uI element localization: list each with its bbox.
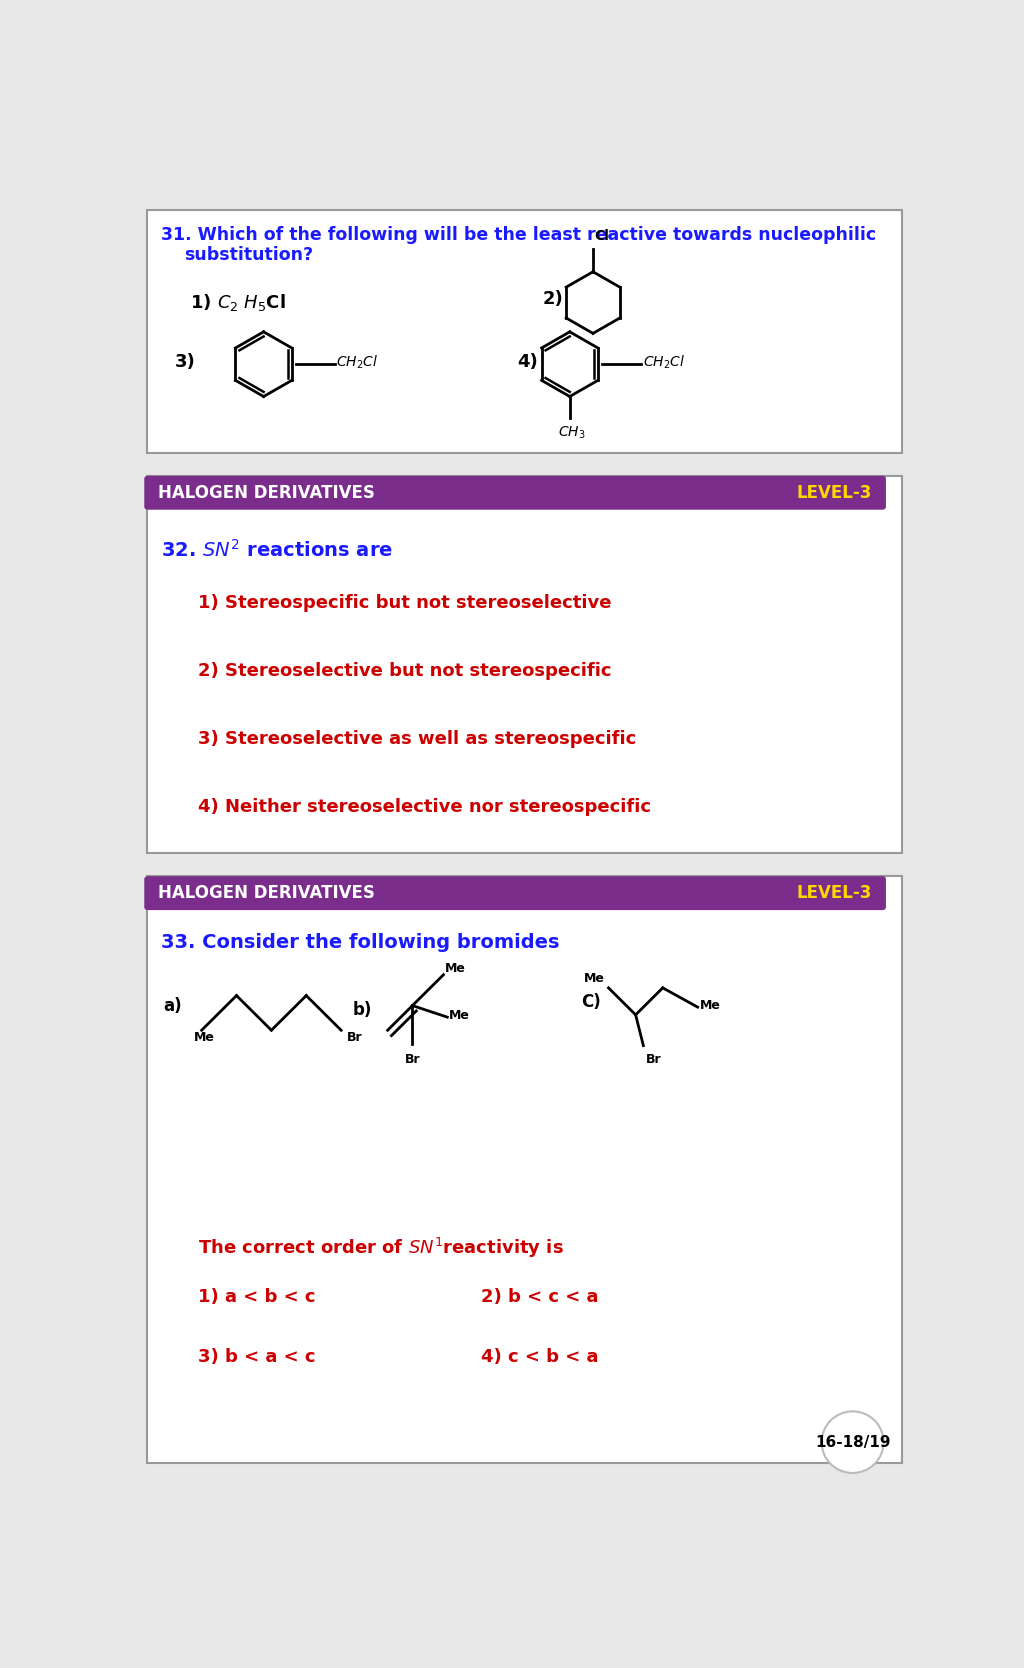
Text: 3) b < a < c: 3) b < a < c — [198, 1348, 315, 1366]
Text: Cl: Cl — [595, 229, 609, 242]
Text: $CH_2Cl$: $CH_2Cl$ — [643, 354, 685, 370]
Text: 2): 2) — [543, 290, 563, 307]
Text: 3): 3) — [174, 354, 196, 370]
Text: Me: Me — [449, 1009, 470, 1022]
Text: $CH_2Cl$: $CH_2Cl$ — [337, 354, 379, 370]
Text: HALOGEN DERIVATIVES: HALOGEN DERIVATIVES — [159, 484, 375, 502]
Text: 2) Stereoselective but not stereospecific: 2) Stereoselective but not stereospecifi… — [198, 662, 611, 681]
FancyBboxPatch shape — [147, 475, 902, 852]
FancyBboxPatch shape — [147, 876, 902, 1463]
Text: LEVEL-3: LEVEL-3 — [797, 884, 872, 902]
Text: 4): 4) — [517, 354, 538, 370]
Text: 4) c < b < a: 4) c < b < a — [480, 1348, 598, 1366]
Text: Br: Br — [347, 1031, 362, 1044]
Text: 2) b < c < a: 2) b < c < a — [480, 1288, 598, 1306]
Text: Br: Br — [646, 1053, 662, 1066]
Text: Me: Me — [584, 972, 604, 986]
Text: 31. Which of the following will be the least reactive towards nucleophilic: 31. Which of the following will be the l… — [162, 225, 877, 244]
Text: The correct order of $SN^1$reactivity is: The correct order of $SN^1$reactivity is — [198, 1236, 563, 1259]
Text: 1) Stereospecific but not stereoselective: 1) Stereospecific but not stereoselectiv… — [198, 594, 611, 612]
Text: b): b) — [352, 1001, 372, 1019]
FancyBboxPatch shape — [147, 210, 902, 452]
Text: 4) Neither stereoselective nor stereospecific: 4) Neither stereoselective nor stereospe… — [198, 797, 650, 816]
Text: C): C) — [581, 992, 601, 1011]
Text: Me: Me — [195, 1031, 215, 1044]
Text: 3) Stereoselective as well as stereospecific: 3) Stereoselective as well as stereospec… — [198, 731, 636, 747]
Text: 33. Consider the following bromides: 33. Consider the following bromides — [162, 932, 560, 952]
FancyBboxPatch shape — [144, 876, 886, 911]
Text: Me: Me — [700, 999, 721, 1012]
Text: a): a) — [164, 997, 182, 1014]
Text: $CH_3$: $CH_3$ — [557, 424, 585, 440]
Text: Br: Br — [404, 1053, 420, 1066]
FancyBboxPatch shape — [144, 475, 886, 510]
Text: substitution?: substitution? — [184, 245, 313, 264]
Text: LEVEL-3: LEVEL-3 — [797, 484, 872, 502]
Text: 1) $C_2\ H_5$Cl: 1) $C_2\ H_5$Cl — [190, 292, 286, 314]
Text: 32. $SN^2$ reactions are: 32. $SN^2$ reactions are — [162, 539, 393, 560]
Text: 16-18/19: 16-18/19 — [815, 1434, 891, 1449]
Circle shape — [821, 1411, 884, 1473]
Text: 1) a < b < c: 1) a < b < c — [198, 1288, 315, 1306]
Text: HALOGEN DERIVATIVES: HALOGEN DERIVATIVES — [159, 884, 375, 902]
Text: Me: Me — [445, 962, 466, 974]
